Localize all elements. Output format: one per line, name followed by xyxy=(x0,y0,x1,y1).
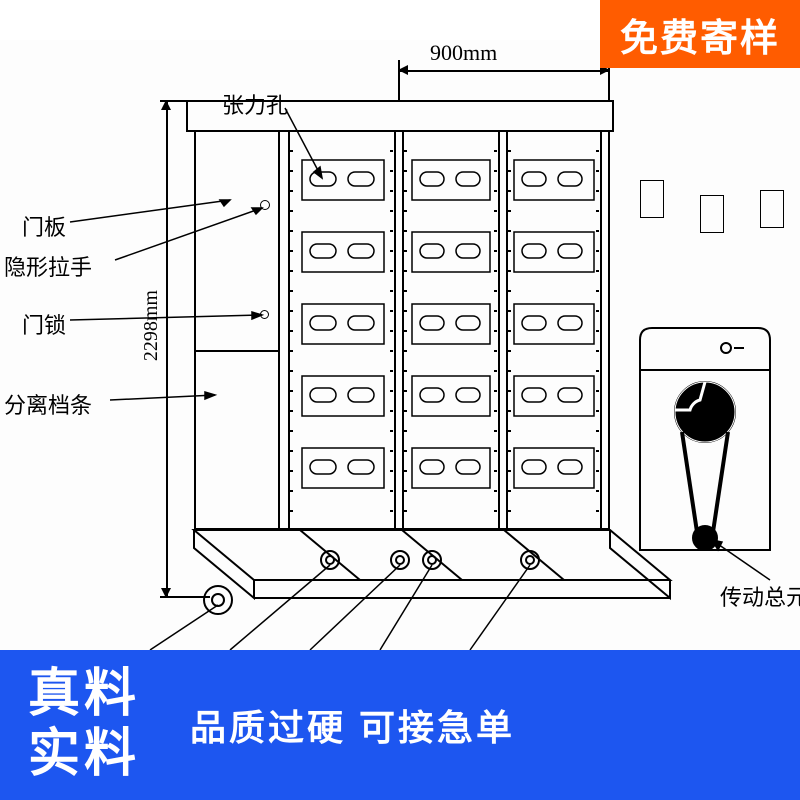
dim-h-arrow-top xyxy=(161,100,171,110)
door-panel-label: 门板 xyxy=(22,210,66,242)
bottom-bar-tags: 品质过硬 可接急单 xyxy=(190,699,515,751)
free-sample-badge: 免费寄样 xyxy=(600,0,800,68)
bb-line1: 真料 xyxy=(28,665,140,725)
bottom-bar: 真料 实料 品质过硬 可接急单 xyxy=(0,650,800,800)
tension-hole-label: 张力孔 xyxy=(222,88,288,120)
bb-line2: 实料 xyxy=(28,725,140,785)
door-lock-label: 门锁 xyxy=(22,308,66,340)
cabinet-diagram: 900mm xyxy=(0,40,800,660)
height-dimension-label: 2298mm xyxy=(140,290,163,361)
hidden-handle-label: 隐形拉手 xyxy=(4,250,92,282)
dim-h-ext-top xyxy=(160,100,190,102)
separator-bar-label: 分离档条 xyxy=(4,388,92,420)
label-leaders-svg xyxy=(0,40,800,660)
dim-h-ext-bot xyxy=(160,596,210,598)
dim-height-line xyxy=(166,100,168,598)
badge-text: 免费寄样 xyxy=(620,7,780,62)
drive-assembly-label: 传动总元 xyxy=(720,580,800,612)
bottom-bar-left: 真料 实料 xyxy=(28,665,140,785)
